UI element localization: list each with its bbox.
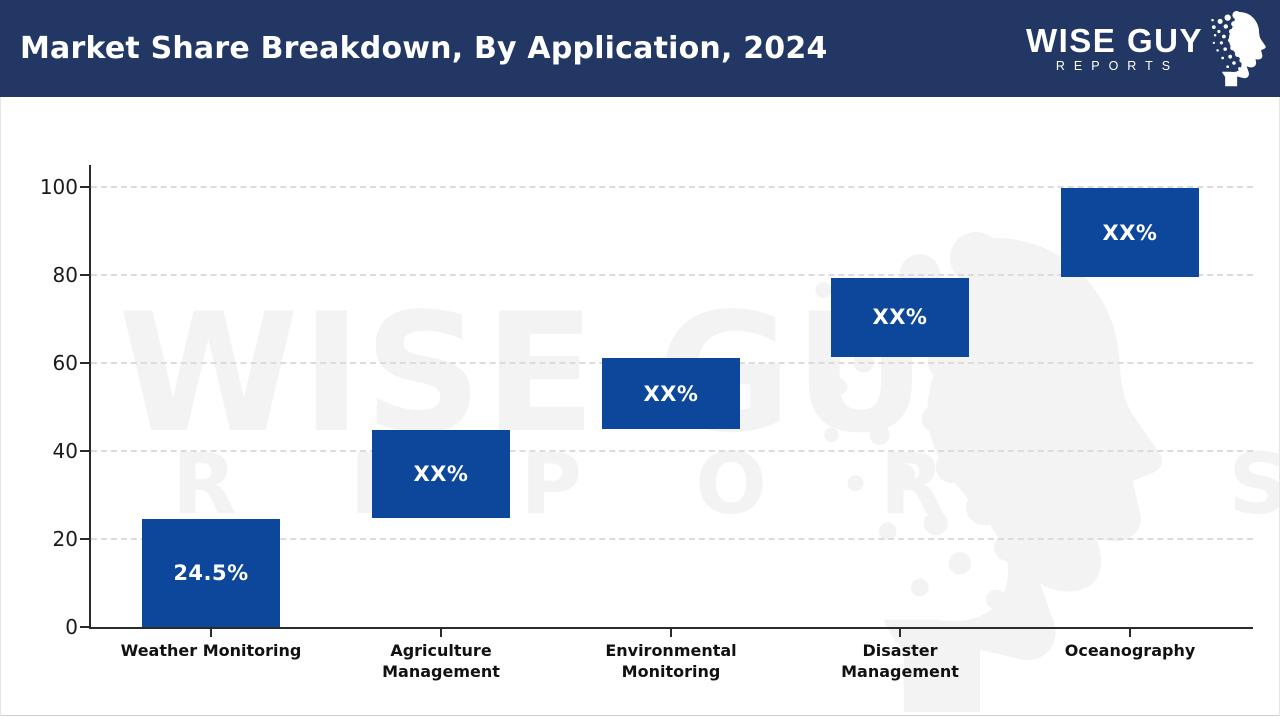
gridline — [91, 450, 1253, 452]
left-border — [0, 97, 1, 716]
bar: XX% — [1061, 188, 1199, 277]
x-axis-label: Weather Monitoring — [91, 640, 331, 661]
logo-head-icon — [1205, 9, 1268, 88]
x-axis-label-line: Agriculture — [321, 640, 561, 661]
wiseguy-logo: WISE GUY REPORTS — [1026, 9, 1268, 88]
bar: XX% — [602, 358, 740, 429]
logo-wordmark-line1: WISE GUY — [1026, 24, 1203, 57]
x-axis-tick — [210, 629, 212, 637]
bottom-border — [0, 715, 1280, 716]
bar: XX% — [831, 278, 969, 357]
y-axis-label: 20 — [16, 526, 78, 552]
bar-value-label: XX% — [1103, 221, 1158, 245]
y-axis-label: 60 — [16, 350, 78, 376]
x-axis-tick — [1129, 629, 1131, 637]
bar-value-label: XX% — [873, 305, 928, 329]
x-axis-label-line: Environmental — [551, 640, 791, 661]
y-axis-tick — [80, 626, 89, 628]
logo-wordmark-line2: REPORTS — [1050, 60, 1179, 73]
x-axis-label: AgricultureManagement — [321, 640, 561, 682]
x-axis-label-line: Weather Monitoring — [91, 640, 331, 661]
y-axis-line — [89, 165, 91, 629]
bar: 24.5% — [142, 519, 280, 627]
y-axis-label: 40 — [16, 438, 78, 464]
x-axis-tick — [440, 629, 442, 637]
y-axis-label: 80 — [16, 262, 78, 288]
y-axis-label: 100 — [16, 174, 78, 200]
x-axis-label: EnvironmentalMonitoring — [551, 640, 791, 682]
x-axis-tick — [899, 629, 901, 637]
x-axis-label-line: Disaster — [780, 640, 1020, 661]
y-axis-tick — [80, 186, 89, 188]
x-axis-label-line: Monitoring — [551, 661, 791, 682]
bar-value-label: 24.5% — [173, 561, 248, 585]
x-axis-label: DisasterManagement — [780, 640, 1020, 682]
bar: XX% — [372, 430, 510, 518]
logo-wordmark: WISE GUY REPORTS — [1026, 24, 1203, 73]
x-axis-label-line: Management — [780, 661, 1020, 682]
x-axis-label-line: Oceanography — [1010, 640, 1250, 661]
chart-area: 0 20 40 60 80 100 24.5% XX% XX% XX% XX% Weather Mon… — [0, 97, 1280, 720]
x-axis-tick — [670, 629, 672, 637]
y-axis-tick — [80, 538, 89, 540]
y-axis-tick — [80, 450, 89, 452]
y-axis-label: 0 — [16, 614, 78, 640]
y-axis-tick — [80, 274, 89, 276]
bar-value-label: XX% — [414, 462, 469, 486]
x-axis-label: Oceanography — [1010, 640, 1250, 661]
bar-value-label: XX% — [644, 382, 699, 406]
page: Market Share Breakdown, By Application, … — [0, 0, 1280, 720]
header: Market Share Breakdown, By Application, … — [0, 0, 1280, 97]
x-axis-label-line: Management — [321, 661, 561, 682]
y-axis-tick — [80, 362, 89, 364]
page-title: Market Share Breakdown, By Application, … — [20, 31, 828, 66]
